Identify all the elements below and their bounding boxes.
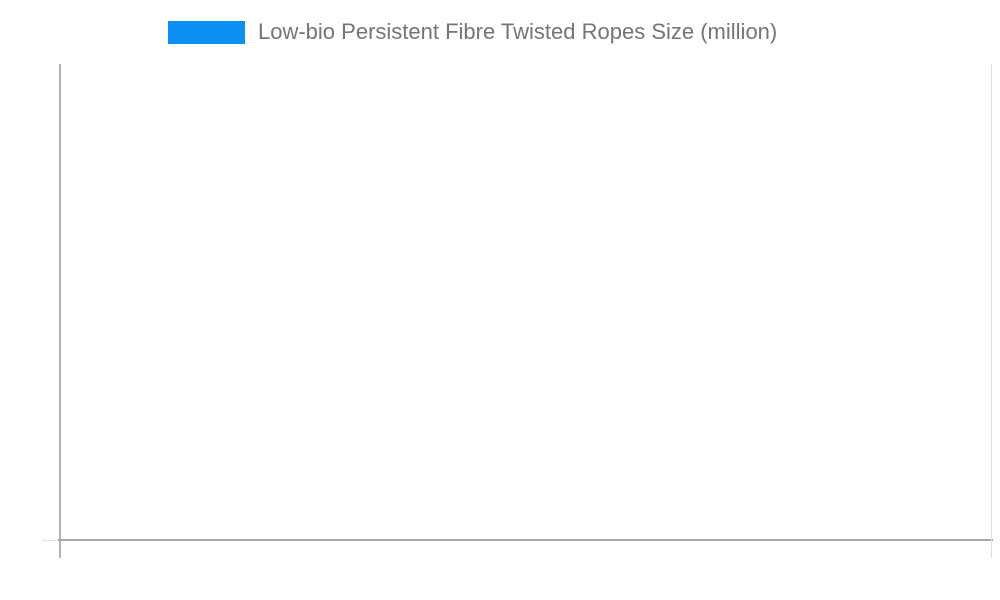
x-axis-line [58, 539, 993, 541]
legend-label: Low-bio Persistent Fibre Twisted Ropes S… [258, 19, 778, 44]
y-axis-tick [42, 539, 60, 541]
legend-swatch [168, 20, 245, 44]
legend[interactable]: Low-bio Persistent Fibre Twisted Ropes S… [168, 19, 777, 45]
plot-right-border [991, 64, 992, 558]
y-axis-line [59, 64, 61, 558]
plot-area [60, 64, 992, 540]
